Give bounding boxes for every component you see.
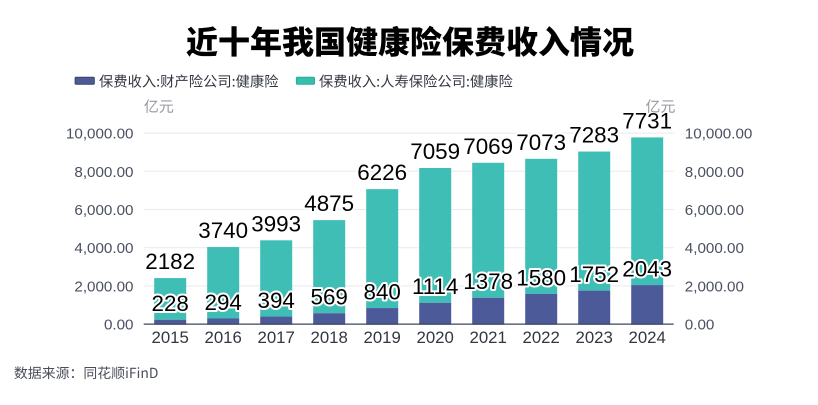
svg-text:0.00: 0.00	[685, 317, 715, 334]
svg-text:8,000.00: 8,000.00	[74, 164, 133, 181]
svg-text:7069: 7069	[463, 134, 513, 159]
svg-text:7283: 7283	[569, 123, 619, 148]
svg-text:840: 840	[364, 279, 401, 304]
svg-text:394: 394	[258, 288, 295, 313]
svg-text:4,000.00: 4,000.00	[685, 240, 744, 257]
svg-text:2024: 2024	[629, 328, 666, 347]
svg-text:2,000.00: 2,000.00	[74, 278, 133, 295]
svg-text:2015: 2015	[152, 328, 189, 347]
svg-text:4875: 4875	[304, 191, 354, 216]
svg-text:7073: 7073	[516, 130, 566, 155]
svg-text:4,000.00: 4,000.00	[74, 240, 133, 257]
svg-text:1378: 1378	[463, 269, 513, 294]
svg-text:6,000.00: 6,000.00	[685, 202, 744, 219]
svg-text:6,000.00: 6,000.00	[74, 202, 133, 219]
svg-text:0.00: 0.00	[104, 317, 134, 334]
svg-text:2020: 2020	[417, 328, 454, 347]
svg-text:1752: 1752	[569, 262, 619, 287]
svg-text:294: 294	[205, 290, 242, 315]
svg-text:7731: 7731	[622, 108, 672, 133]
svg-text:10,000.00: 10,000.00	[66, 126, 134, 143]
svg-text:2,000.00: 2,000.00	[685, 278, 744, 295]
svg-text:2043: 2043	[622, 256, 672, 281]
svg-text:10,000.00: 10,000.00	[685, 126, 753, 143]
svg-text:228: 228	[152, 291, 189, 316]
svg-text:2023: 2023	[576, 328, 613, 347]
svg-text:2021: 2021	[470, 328, 507, 347]
svg-text:2019: 2019	[364, 328, 401, 347]
svg-text:8,000.00: 8,000.00	[685, 164, 744, 181]
svg-text:3740: 3740	[198, 218, 248, 243]
svg-text:7059: 7059	[410, 139, 460, 164]
svg-text:2018: 2018	[311, 328, 348, 347]
svg-text:1580: 1580	[516, 265, 566, 290]
svg-text:2017: 2017	[258, 328, 295, 347]
svg-text:569: 569	[311, 285, 348, 310]
svg-text:2182: 2182	[145, 249, 195, 274]
svg-text:2016: 2016	[205, 328, 242, 347]
svg-text:3993: 3993	[251, 211, 301, 236]
svg-text:2022: 2022	[523, 328, 560, 347]
svg-text:1114: 1114	[412, 274, 459, 299]
svg-text:6226: 6226	[357, 160, 407, 185]
